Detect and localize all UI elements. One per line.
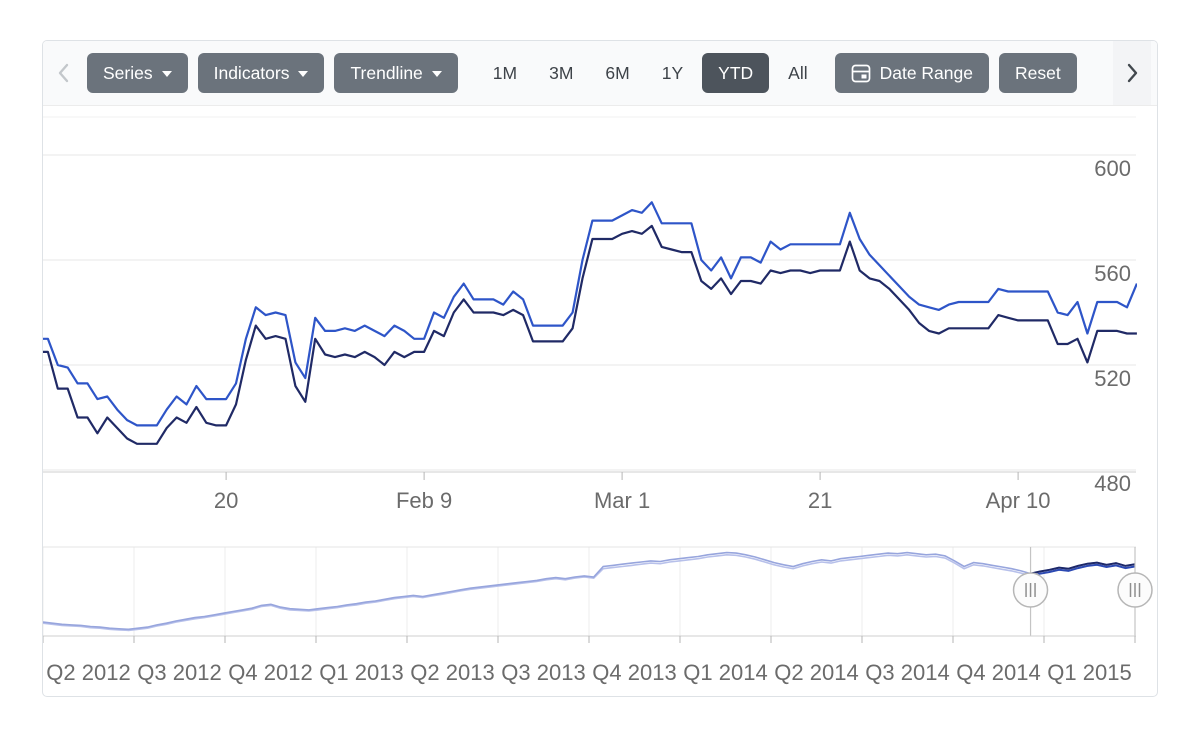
x-axis-label: 20 — [214, 488, 238, 513]
navigator-quarter-label: Q1 2013 — [319, 660, 403, 685]
navigator-quarter-label: Q1 2014 — [683, 660, 767, 685]
range-button-3m[interactable]: 3M — [536, 53, 586, 93]
toolbar-scroll-right-zone — [1113, 41, 1151, 105]
reset-button[interactable]: Reset — [999, 53, 1077, 93]
range-button-ytd[interactable]: YTD — [702, 53, 770, 93]
y-axis-label: 560 — [1094, 261, 1131, 286]
series-dropdown-button[interactable]: Series — [87, 53, 188, 93]
y-axis-label: 480 — [1094, 471, 1131, 496]
range-button-1y[interactable]: 1Y — [649, 53, 696, 93]
range-button-all[interactable]: All — [775, 53, 820, 93]
toolbar-scroll-right-button[interactable] — [1119, 60, 1145, 86]
y-axis-label: 520 — [1094, 366, 1131, 391]
navigator-line-2 — [43, 553, 1136, 632]
navigator-quarter-label: Q4 2014 — [956, 660, 1040, 685]
main-chart-plot-area[interactable] — [43, 106, 1136, 472]
caret-down-icon — [298, 71, 309, 77]
x-axis-label: Feb 9 — [396, 488, 452, 513]
series-line-2 — [43, 224, 1137, 445]
range-button-6m[interactable]: 6M — [592, 53, 642, 93]
caret-down-icon — [431, 71, 442, 77]
date-range-button[interactable]: Date Range — [834, 53, 989, 93]
series-line-1 — [43, 201, 1137, 427]
stock-chart-canvas: 600 560 520 480 20 Feb 9 Mar 1 21 Apr 10 Q2 2012 Q… — [43, 106, 1153, 685]
chevron-right-icon — [1127, 63, 1138, 83]
date-range-icon — [851, 64, 870, 82]
navigator-quarter-label: Q4 2013 — [592, 660, 676, 685]
navigator-quarter-label: Q3 2012 — [137, 660, 221, 685]
navigator-quarter-label: Q3 2013 — [501, 660, 585, 685]
chevron-left-icon — [58, 63, 69, 83]
chart-toolbar: Series Indicators Trendline 1M 3M 6M 1Y … — [43, 41, 1157, 106]
navigator-quarter-label: Q3 2014 — [865, 660, 949, 685]
navigator-quarter-label: Q1 2015 — [1047, 660, 1131, 685]
trendline-dropdown-label: Trendline — [350, 62, 423, 83]
indicators-dropdown-label: Indicators — [213, 62, 290, 83]
trendline-dropdown-button[interactable]: Trendline — [334, 53, 458, 93]
x-axis-label: Mar 1 — [594, 488, 650, 513]
indicators-dropdown-button[interactable]: Indicators — [197, 53, 325, 93]
date-range-label: Date Range — [879, 62, 973, 83]
stock-chart-widget: Series Indicators Trendline 1M 3M 6M 1Y … — [42, 40, 1158, 697]
series-dropdown-label: Series — [103, 62, 153, 83]
range-button-group: 1M 3M 6M 1Y YTD All — [480, 53, 821, 93]
caret-down-icon — [161, 71, 172, 77]
navigator-quarter-label: Q2 2013 — [410, 660, 494, 685]
navigator-line-1 — [43, 551, 1136, 631]
toolbar-scroll-left-button[interactable] — [51, 60, 77, 86]
navigator-left-handle[interactable] — [1012, 572, 1049, 608]
x-axis-label: 21 — [808, 488, 832, 513]
range-button-1m[interactable]: 1M — [480, 53, 530, 93]
navigator-quarter-label: Q2 2012 — [46, 660, 130, 685]
navigator-quarter-label: Q2 2014 — [774, 660, 858, 685]
navigator-quarter-label: Q4 2012 — [228, 660, 312, 685]
x-axis-label: Apr 10 — [986, 488, 1051, 513]
y-axis-label: 600 — [1094, 156, 1131, 181]
navigator-right-handle[interactable] — [1117, 572, 1153, 608]
